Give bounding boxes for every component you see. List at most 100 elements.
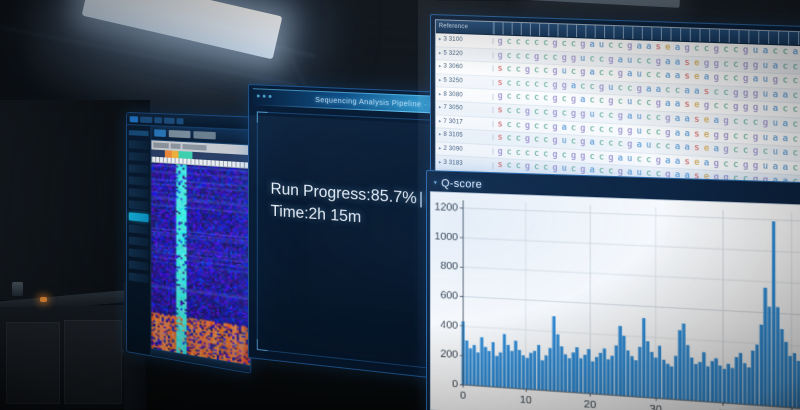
nucleotide-g: g — [627, 139, 633, 151]
nucleotide-g: g — [552, 163, 558, 174]
sidebar-item-clusters[interactable] — [128, 212, 149, 223]
tab-signal[interactable] — [193, 131, 216, 140]
sidebar-item-flowcell[interactable] — [128, 164, 149, 174]
sidebar-item-reads[interactable] — [128, 176, 149, 186]
nucleotide-g: g — [762, 117, 769, 129]
nucleotide-c: c — [732, 159, 739, 171]
subbar-button[interactable] — [170, 143, 181, 150]
nucleotide-c: c — [792, 61, 799, 73]
nucleotide-g: g — [772, 75, 779, 86]
sequence-row-label: ▸ 7 3050 — [435, 104, 494, 114]
nucleotide-c: c — [792, 75, 799, 87]
nucleotide-c: c — [552, 52, 558, 63]
nucleotide-g: g — [713, 158, 719, 170]
sequence-row-label-text: 5 3250 — [443, 77, 463, 85]
nucleotide-u: u — [561, 66, 567, 77]
tab-grid[interactable] — [154, 129, 166, 137]
nucleotide-a: a — [589, 39, 595, 51]
toolbar-menu-chip[interactable] — [163, 116, 175, 124]
nucleotide-g: g — [655, 56, 661, 67]
nucleotide-u: u — [589, 109, 595, 121]
nucleotide-u: u — [762, 103, 769, 115]
chevron-right-icon[interactable]: ▸ — [438, 118, 442, 125]
nucleotide-s: s — [497, 118, 503, 130]
nucleotide-g: g — [742, 159, 749, 171]
sidebar-item-coverage[interactable] — [128, 200, 149, 211]
nucleotide-a: a — [589, 67, 595, 79]
chevron-right-icon[interactable]: ▸ — [438, 104, 442, 111]
nucleotide-s: s — [655, 42, 661, 53]
nucleotide-c: c — [515, 161, 521, 172]
nucleotide-c: c — [723, 158, 729, 170]
nucleotide-c: c — [589, 81, 595, 93]
toolbar-logo-chip[interactable] — [129, 115, 139, 123]
chevron-right-icon[interactable]: ▸ — [438, 145, 442, 152]
nucleotide-c: c — [515, 50, 521, 62]
sidebar-header — [128, 130, 149, 137]
chevron-right-icon[interactable]: ▸ — [438, 36, 442, 43]
nucleotide-g: g — [617, 110, 623, 122]
sequence-header-label: Reference — [435, 20, 494, 35]
nucleotide-c: c — [598, 138, 605, 149]
nucleotide-c: c — [752, 117, 759, 129]
nucleotide-a: a — [684, 142, 690, 154]
tab-matrix[interactable] — [168, 129, 191, 139]
nucleotide-c: c — [742, 145, 749, 157]
nucleotide-u: u — [608, 82, 614, 93]
sidebar-item-samples[interactable] — [128, 236, 149, 247]
nucleotide-c: c — [782, 60, 789, 72]
sequence-row-label: ▸ 8 3080 — [435, 90, 494, 100]
heatmap-dashboard-panel[interactable] — [126, 112, 252, 374]
chevron-right-icon[interactable]: ▸ — [438, 159, 442, 166]
sidebar-item-overview[interactable] — [128, 140, 149, 150]
nucleotide-c: c — [515, 92, 521, 103]
chevron-right-icon[interactable]: ▸ — [438, 91, 442, 98]
sidebar-item-quality[interactable] — [128, 188, 149, 198]
nucleotide-a: a — [684, 114, 690, 125]
toolbar-menu-chip[interactable] — [176, 117, 184, 124]
sidebar-item-settings[interactable] — [128, 272, 149, 284]
nucleotide-c: c — [543, 162, 549, 174]
nucleotide-g: g — [713, 58, 719, 70]
nucleotide-c: c — [524, 51, 530, 62]
sidebar-item-index[interactable] — [128, 248, 149, 259]
chevron-right-icon[interactable]: ▸ — [438, 63, 442, 70]
heatmap-canvas[interactable] — [151, 162, 251, 366]
nucleotide-g: g — [497, 36, 503, 47]
nucleotide-c: c — [608, 124, 614, 136]
qscore-panel[interactable]: ▾ Q-score — [426, 170, 800, 410]
sidebar-item-reports[interactable] — [128, 260, 149, 271]
chevron-right-icon[interactable]: ▸ — [438, 50, 442, 57]
nucleotide-a: a — [589, 137, 595, 149]
nucleotide-c: c — [533, 106, 540, 118]
sequence-row-label: ▸ 5 3220 — [435, 50, 494, 59]
chevron-right-icon[interactable]: ▸ — [438, 131, 442, 139]
nucleotide-c: c — [645, 55, 652, 67]
nucleotide-g: g — [561, 52, 567, 64]
nucleotide-g: g — [627, 41, 633, 52]
sequence-row-label: ▸ 7 3017 — [435, 118, 494, 128]
nucleotide-g: g — [580, 67, 586, 78]
qscore-histogram-canvas[interactable] — [430, 192, 800, 410]
subbar-button[interactable] — [153, 142, 169, 149]
sequence-row-label-text: 3 3100 — [443, 36, 463, 44]
nucleotide-a: a — [674, 156, 681, 167]
sidebar-item-runs[interactable] — [128, 152, 149, 162]
toolbar-menu-chip[interactable] — [154, 116, 162, 124]
subbar-button[interactable] — [182, 144, 207, 151]
nucleotide-c: c — [515, 106, 521, 117]
qscore-plot-area[interactable] — [429, 191, 800, 410]
nucleotide-a: a — [782, 89, 789, 101]
nucleotide-g: g — [524, 106, 530, 117]
run-progress-label: Run Progress: — [270, 180, 371, 205]
chevron-right-icon[interactable]: ▸ — [438, 77, 442, 84]
sidebar-item-variants[interactable] — [128, 224, 149, 235]
nucleotide-a: a — [570, 80, 577, 92]
equipment-status-led — [40, 297, 47, 302]
sequence-row-label-text: 5 3220 — [443, 50, 463, 58]
toolbar-menu-chip[interactable] — [140, 116, 153, 123]
run-progress-value: 85.7% — [370, 186, 417, 208]
nucleotide-c: c — [561, 38, 567, 50]
chevron-down-icon[interactable]: ▾ — [433, 180, 438, 187]
dashboard-sidebar[interactable] — [126, 125, 152, 357]
